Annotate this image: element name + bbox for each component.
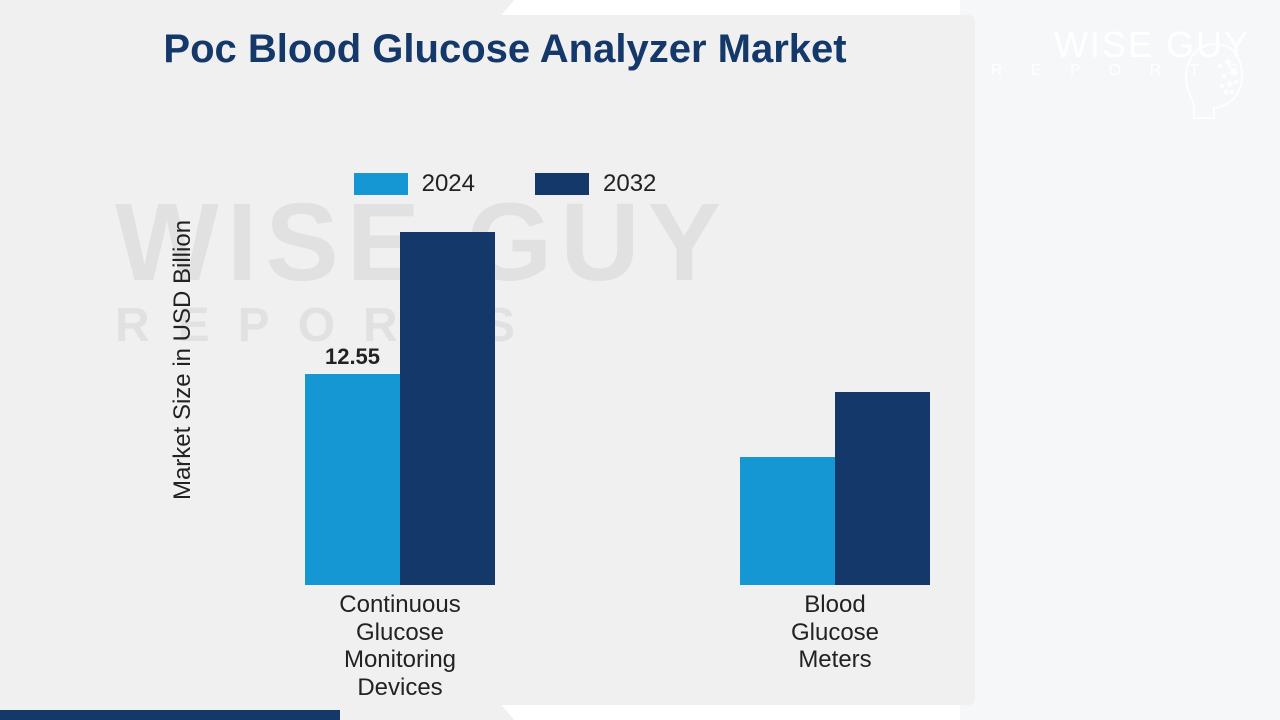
bar: [740, 457, 835, 585]
legend-swatch-2024: [354, 173, 408, 195]
bar: [305, 374, 400, 585]
bottom-accent-bar: [0, 710, 340, 720]
bar: [400, 232, 495, 585]
chart-title: Poc Blood Glucose Analyzer Market: [35, 27, 975, 72]
bar: [835, 392, 930, 585]
legend-label-2024: 2024: [422, 170, 475, 198]
brand-block: WISE GUY R E P O R T S: [991, 24, 1250, 80]
legend-swatch-2032: [535, 173, 589, 195]
category-label: ContinuousGlucoseMonitoringDevices: [290, 591, 510, 701]
legend: 2024 2032: [35, 170, 975, 198]
chart-panel: Poc Blood Glucose Analyzer Market WISE G…: [35, 15, 975, 705]
legend-label-2032: 2032: [603, 170, 656, 198]
brand-head-icon: [1180, 42, 1250, 122]
legend-item-2032: 2032: [535, 170, 656, 198]
stage: WISE GUY R E P O R T S Poc Blood Glucose…: [0, 0, 1280, 720]
legend-item-2024: 2024: [354, 170, 475, 198]
plot-area: 12.55ContinuousGlucoseMonitoringDevicesB…: [130, 215, 950, 585]
category-label: BloodGlucoseMeters: [725, 591, 945, 674]
bar-value-label: 12.55: [325, 344, 380, 370]
